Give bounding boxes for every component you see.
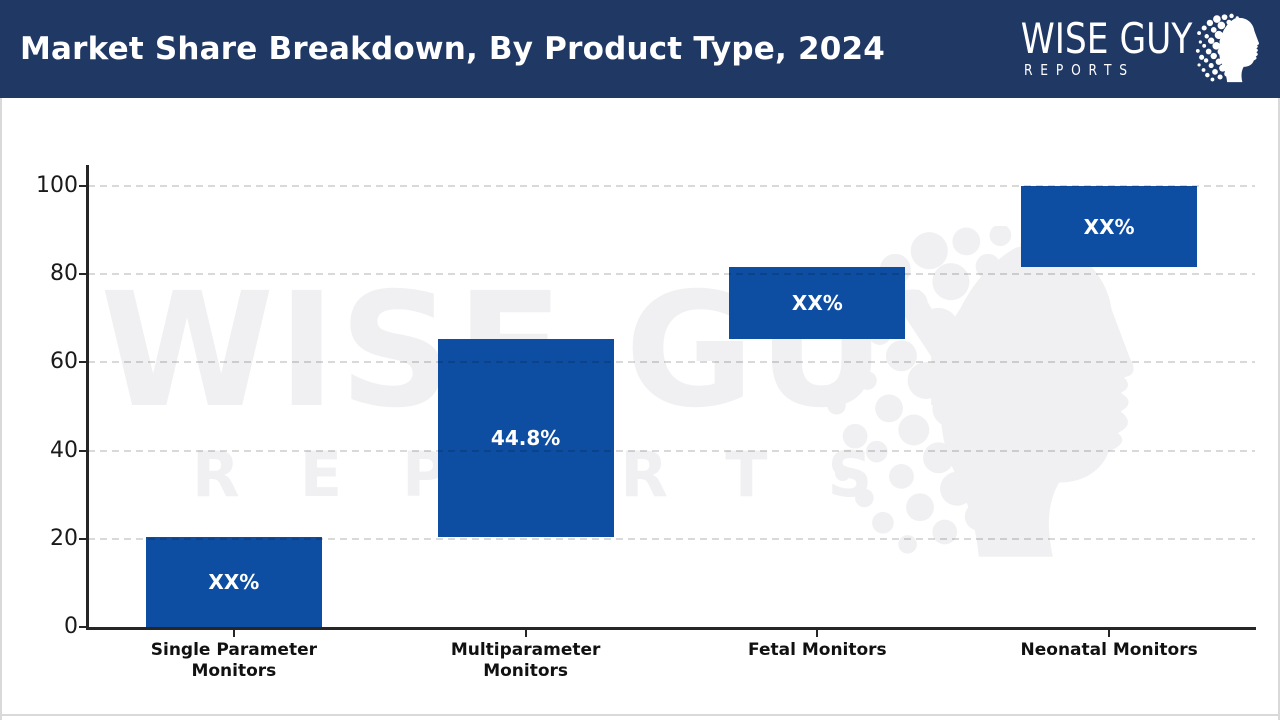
brand-logo: WISE GUY REPORTS: [983, 6, 1264, 92]
y-tick: [79, 361, 87, 364]
y-axis-line: [86, 165, 89, 630]
bar-value-label: XX%: [791, 291, 843, 316]
y-tick: [79, 449, 87, 452]
gridline: [88, 537, 1255, 540]
x-tick: [524, 630, 527, 637]
x-category-label: Neonatal Monitors: [1020, 640, 1198, 660]
body-left-border: [0, 98, 2, 720]
x-tick: [816, 630, 819, 637]
page-title: Market Share Breakdown, By Product Type,…: [20, 31, 886, 67]
body-right-border: [1278, 98, 1280, 720]
bar: [729, 267, 906, 340]
y-tick: [79, 537, 87, 540]
gridline: [88, 185, 1255, 187]
y-tick-label: 100: [36, 173, 78, 198]
y-tick: [79, 273, 87, 276]
bar: [145, 536, 322, 627]
x-category-label: Multiparameter Monitors: [450, 640, 601, 681]
y-tick-label: 20: [50, 525, 78, 551]
brand-wordmark: WISE GUY REPORTS: [1020, 14, 1192, 80]
gridline: [88, 273, 1255, 276]
x-axis-line: [86, 627, 1256, 630]
x-tick: [1108, 630, 1111, 637]
brand-sub: REPORTS: [1023, 61, 1135, 79]
bar-value-label: XX%: [1083, 214, 1135, 239]
y-tick-label: 80: [50, 261, 78, 287]
header: Market Share Breakdown, By Product Type,…: [0, 0, 1280, 98]
x-category-label: Fetal Monitors: [748, 640, 887, 660]
y-tick-label: 40: [50, 437, 78, 463]
bar: [437, 339, 614, 537]
x-category-label: Single Parameter Monitors: [150, 640, 317, 681]
y-tick: [79, 626, 87, 628]
gridline: [88, 361, 1255, 364]
body-bottom-border: [0, 714, 1280, 716]
bar-value-label: 44.8%: [490, 425, 561, 450]
x-tick: [232, 630, 235, 637]
logo-face-icon: [1195, 13, 1259, 83]
y-tick-label: 0: [64, 614, 78, 639]
bar-value-label: XX%: [208, 569, 260, 594]
y-tick: [79, 185, 87, 187]
brand-name: WISE GUY: [1020, 14, 1192, 63]
y-tick-label: 60: [50, 349, 78, 375]
bar: [1021, 186, 1198, 268]
gridline: [88, 449, 1255, 452]
